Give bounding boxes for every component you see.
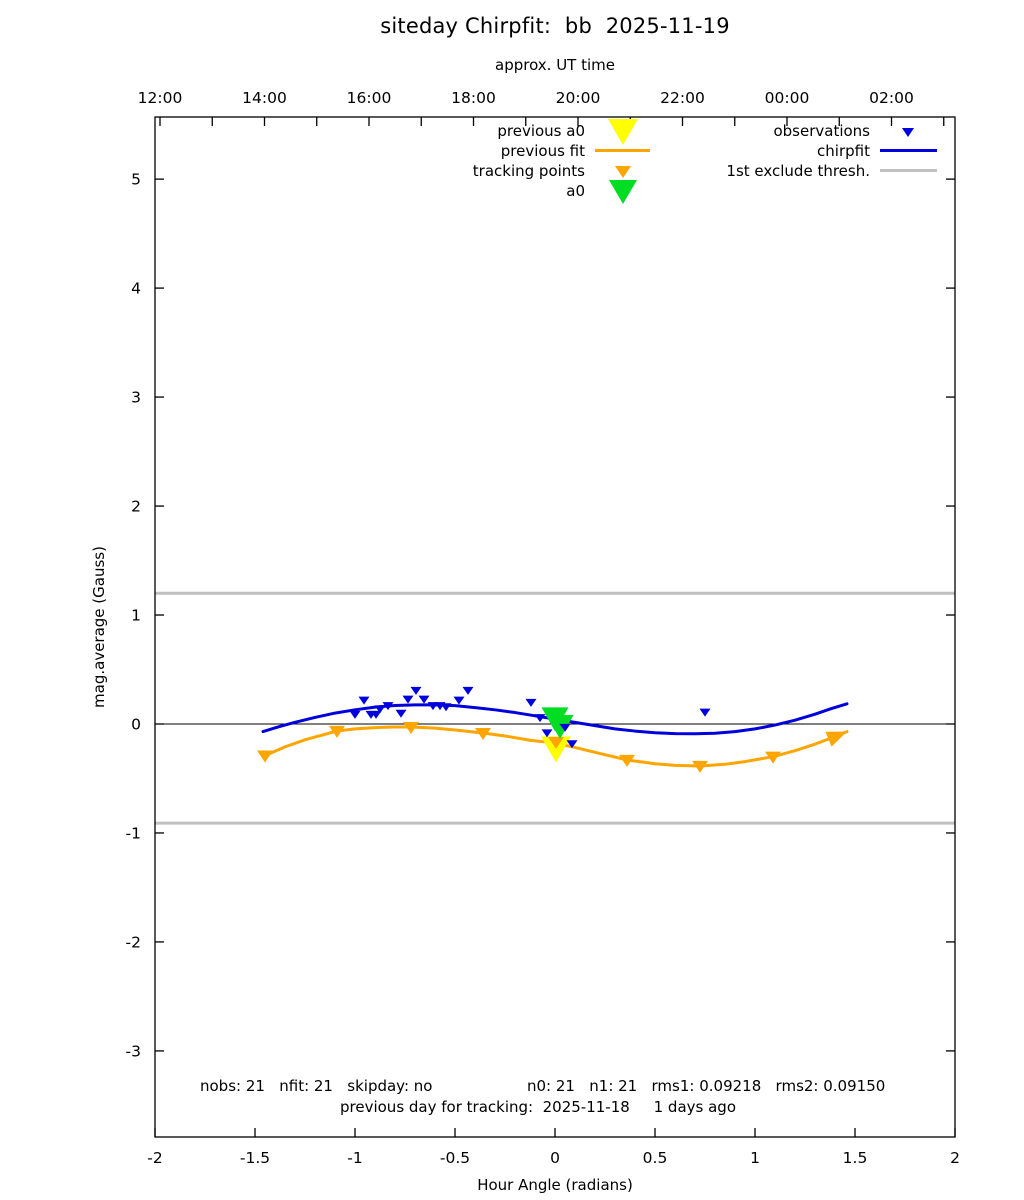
x-tick-label: 2 [950,1149,960,1167]
observations-marker [440,703,452,712]
y-tick-label: 4 [131,280,141,298]
a0-marker [546,714,574,739]
previous-fit-legend-line-icon [595,149,650,152]
x-tick-label: 0.5 [643,1149,668,1167]
y-tick-label: 5 [131,171,141,189]
y-tick-label: 3 [131,389,141,407]
y-tick-label: -3 [126,1042,141,1060]
observations-marker [349,710,361,719]
observations-marker [541,729,553,738]
observations-marker [559,723,571,732]
observations-marker [525,698,537,707]
exclude-thresh-legend-line-icon [880,169,937,172]
observations-marker [370,710,382,719]
x-tick-label: 1.5 [843,1149,868,1167]
observations-marker [534,714,546,723]
tracking-points-marker [619,754,635,767]
x2-tick-label: 00:00 [765,89,810,107]
a0-legend-triangle-icon [609,180,637,204]
legend-label-previous-a0: previous a0 [497,122,585,140]
previous-a0-legend-triangle-icon [608,119,638,145]
tracking-points-marker [475,727,491,740]
y-tick-label: -1 [126,824,141,842]
observations-legend-triangle-icon [902,128,914,137]
x2-tick-label: 14:00 [242,89,287,107]
x2-tick-label: 12:00 [138,89,183,107]
legend-label-previous-fit: previous fit [500,142,585,160]
x-tick-label: -0.5 [440,1149,470,1167]
stats-rms: n0: 21 n1: 21 rms1: 0.09218 rms2: 0.0915… [527,1077,886,1095]
x-tick-label: -2 [147,1149,162,1167]
observations-marker [462,686,474,695]
plot-border [154,116,956,1138]
x2-tick-label: 22:00 [660,89,705,107]
previous-a0-marker [541,736,571,763]
x-tick-label: -1.5 [240,1149,270,1167]
x2-tick-label: 20:00 [556,89,601,107]
tracking-points-legend-triangle-icon [615,166,631,178]
legend-label-chirpfit: chirpfit [817,142,870,160]
x-tick-label: 1 [750,1149,760,1167]
legend-label-observations: observations [773,122,870,140]
x2-tick-label: 02:00 [869,89,914,107]
observations-marker [382,702,394,711]
x2-tick-label: 18:00 [451,89,496,107]
previous-fit-arrow [825,731,847,747]
observations-marker [395,709,407,718]
tracking-points-marker [257,750,273,763]
x-tick-label: -1 [347,1149,362,1167]
y-axis-label: mag.average (Gauss) [90,546,108,708]
observations-marker [453,696,465,705]
y-tick-label: -2 [126,933,141,951]
y-tick-label: 0 [131,715,141,733]
observations-marker [699,708,711,717]
x-axis-label: Hour Angle (radians) [477,1176,633,1194]
observations-marker [418,695,430,704]
legend-label-a0: a0 [566,182,585,200]
legend-label-tracking-points: tracking points [472,162,585,180]
tracking-points-marker [765,751,781,764]
top-axis-label: approx. UT time [495,56,615,74]
tracking-points-marker [329,725,345,738]
observations-marker [358,696,370,705]
observations-marker [402,695,414,704]
observations-marker [427,702,439,711]
observations-marker [374,705,386,714]
previous-fit-curve [263,725,849,768]
legend-label-exclude-thresh: 1st exclude thresh. [726,162,870,180]
observations-marker [566,740,578,749]
stats-counts: nobs: 21 nfit: 21 skipday: no [200,1077,433,1095]
y-tick-label: 2 [131,498,141,516]
tracking-points-marker [692,760,708,773]
stats-previous-day: previous day for tracking: 2025-11-18 1 … [340,1098,736,1116]
tracking-points-marker [548,736,564,749]
observations-marker [410,686,422,695]
chirpfit-legend-line-icon [880,149,937,152]
x2-tick-label: 16:00 [347,89,392,107]
x-tick-label: 0 [550,1149,560,1167]
chart-title: siteday Chirpfit: bb 2025-11-19 [380,14,730,38]
y-tick-label: 1 [131,607,141,625]
tracking-points-marker [403,721,419,734]
